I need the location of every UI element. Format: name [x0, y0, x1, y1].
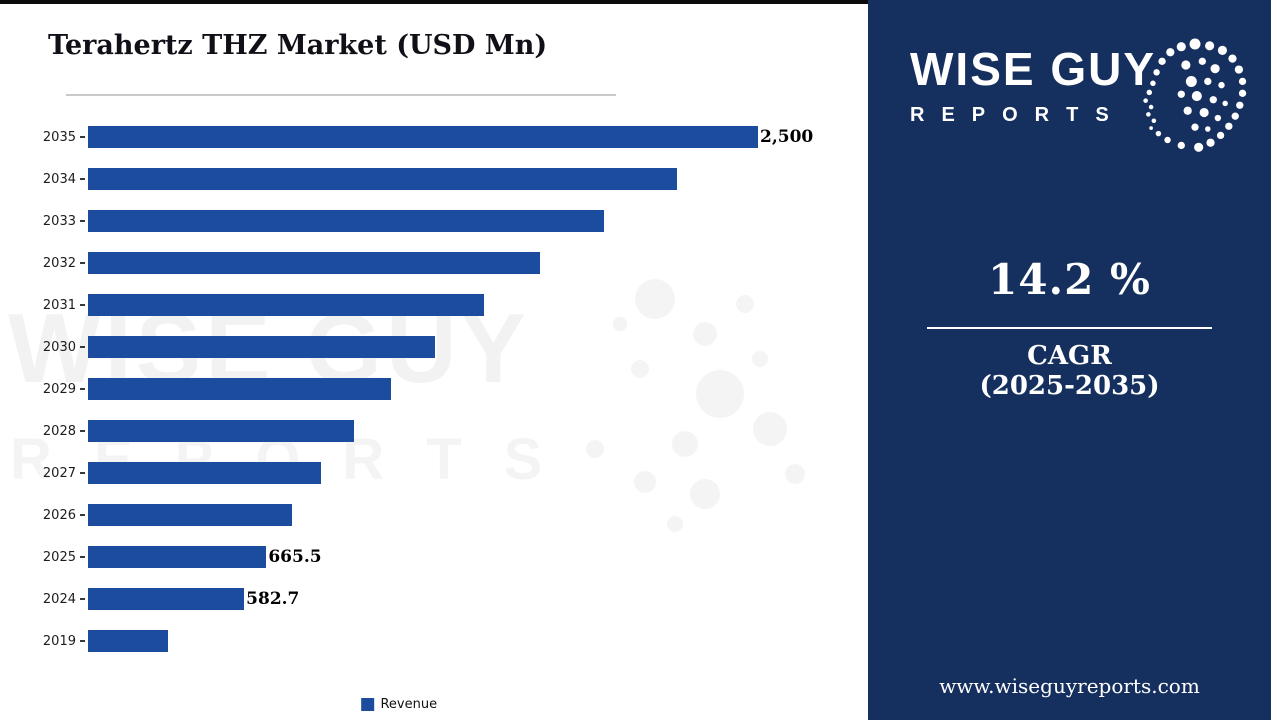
axis-tick-label: 2029 [42, 381, 76, 397]
axis-tick [80, 640, 85, 642]
head-dots-icon [1143, 38, 1247, 152]
legend-swatch [361, 698, 375, 711]
wiseguy-logo: WISE GUY REPORTS [910, 38, 1261, 182]
revenue-bar [88, 126, 758, 148]
axis-tick-label: 2027 [42, 465, 76, 481]
bar-value-label: 665.5 [268, 547, 322, 567]
axis-tick [80, 262, 85, 264]
revenue-bar [88, 504, 292, 526]
bar-row: 2025 665.5 [24, 536, 813, 578]
axis-tick [80, 388, 85, 390]
bar-row: 2019 [24, 620, 813, 662]
divider [927, 327, 1212, 329]
bar-value-label: 2,500 [760, 127, 814, 147]
bar-row: 2029 [24, 368, 813, 410]
bar-row: 2035 2,500 [24, 116, 813, 158]
axis-tick [80, 178, 85, 180]
revenue-bar [88, 588, 245, 610]
axis-tick-label: 2026 [42, 507, 76, 523]
cagr-period: (2025-2035) [979, 371, 1160, 401]
axis-tick-label: 2028 [42, 423, 76, 439]
bar-row: 2026 [24, 494, 813, 536]
revenue-bar [88, 462, 321, 484]
axis-tick [80, 304, 85, 306]
bar-row: 2027 [24, 452, 813, 494]
bar-value-label: 582.7 [246, 589, 300, 609]
revenue-bar [88, 294, 484, 316]
axis-tick [80, 346, 85, 348]
bar-row: 2024 582.7 [24, 578, 813, 620]
axis-tick-label: 2019 [42, 633, 76, 649]
revenue-bar [88, 210, 604, 232]
cagr-label: CAGR [1027, 341, 1112, 371]
revenue-bar [88, 630, 169, 652]
revenue-bar [88, 168, 678, 190]
axis-tick-label: 2030 [42, 339, 76, 355]
axis-tick-label: 2025 [42, 549, 76, 565]
bar-row: 2033 [24, 200, 813, 242]
cagr-value: 14.2 % [988, 255, 1151, 304]
revenue-bar [88, 546, 267, 568]
revenue-bar [88, 420, 354, 442]
bar-row: 2031 [24, 284, 813, 326]
legend: Revenue [361, 697, 437, 712]
bar-row: 2032 [24, 242, 813, 284]
bar-row: 2030 [24, 326, 813, 368]
legend-label: Revenue [380, 697, 438, 712]
axis-tick [80, 136, 85, 138]
bar-chart: 2035 2,500 2034 2033 2032 2031 2030 2029 2028 202… [24, 116, 813, 662]
axis-tick-label: 2024 [42, 591, 76, 607]
revenue-bar [88, 378, 392, 400]
axis-tick [80, 514, 85, 516]
chart-title: Terahertz THZ Market (USD Mn) [48, 30, 548, 61]
axis-tick-label: 2031 [42, 297, 76, 313]
info-panel: WISE GUY REPORTS 14. [868, 0, 1271, 720]
logo-subtext: REPORTS [910, 104, 1126, 126]
axis-tick-label: 2032 [42, 255, 76, 271]
bar-row: 2034 [24, 158, 813, 200]
title-underline [66, 94, 616, 96]
chart-panel: WISE GUY REPORTS Terahertz THZ Market (U… [0, 0, 868, 712]
revenue-bar [88, 336, 435, 358]
revenue-bar [88, 252, 540, 274]
axis-tick [80, 598, 85, 600]
axis-tick [80, 556, 85, 558]
axis-tick [80, 472, 85, 474]
axis-tick-label: 2034 [42, 171, 76, 187]
website-url: www.wiseguyreports.com [939, 674, 1200, 698]
axis-tick-label: 2035 [42, 129, 76, 145]
axis-tick-label: 2033 [42, 213, 76, 229]
axis-tick [80, 430, 85, 432]
logo-wordmark: WISE GUY [910, 43, 1157, 95]
axis-tick [80, 220, 85, 222]
bar-row: 2028 [24, 410, 813, 452]
